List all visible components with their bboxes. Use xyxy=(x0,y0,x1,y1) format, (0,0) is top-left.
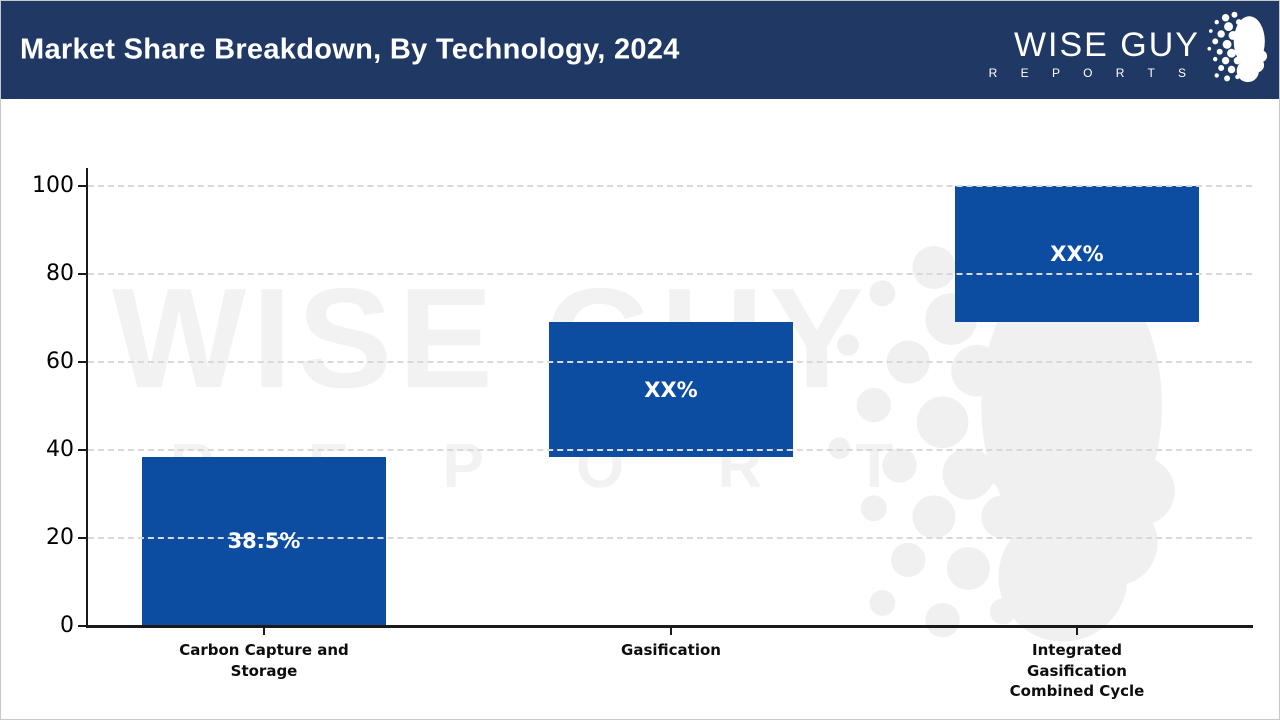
x-tick-mark xyxy=(263,626,265,635)
x-tick-mark xyxy=(670,626,672,635)
y-tick-label: 60 xyxy=(46,349,74,374)
wise-guy-logo: WISE GUY R E P O R T S xyxy=(989,4,1272,96)
x-tick-mark xyxy=(1076,626,1078,635)
y-tick-label: 100 xyxy=(32,173,74,198)
bar-gasification xyxy=(549,322,793,457)
y-tick-mark xyxy=(78,273,87,275)
header-bar: Market Share Breakdown, By Technology, 2… xyxy=(0,0,1280,99)
bar-value-label: 38.5% xyxy=(227,529,301,554)
y-tick-mark xyxy=(78,361,87,363)
gridline-80 xyxy=(88,273,1252,275)
x-category-label: Gasification xyxy=(621,641,721,659)
y-tick-mark xyxy=(78,537,87,539)
bar-carbon-capture-and-storage xyxy=(142,456,386,626)
bar-value-label: XX% xyxy=(1050,242,1104,267)
y-tick-label: 20 xyxy=(46,525,74,550)
gridline-20 xyxy=(88,537,1252,539)
gridline-100 xyxy=(88,185,1252,187)
gridline-60 xyxy=(88,361,1252,363)
y-tick-mark xyxy=(78,625,87,627)
y-axis-line xyxy=(86,168,88,628)
y-tick-label: 40 xyxy=(46,437,74,462)
y-tick-label: 80 xyxy=(46,261,74,286)
logo-name: WISE GUY xyxy=(1013,26,1200,64)
logo-head-icon xyxy=(1207,11,1268,83)
y-tick-mark xyxy=(78,449,87,451)
logo-tagline: R E P O R T S xyxy=(988,66,1196,80)
bar-value-label: XX% xyxy=(644,377,698,402)
gridline-40 xyxy=(88,449,1252,451)
page-title: Market Share Breakdown, By Technology, 2… xyxy=(20,33,680,65)
x-category-label: Carbon Capture and Storage xyxy=(179,641,349,680)
y-tick-label: 0 xyxy=(60,613,74,638)
x-category-label: Integrated Gasification Combined Cycle xyxy=(1009,641,1145,701)
y-tick-mark xyxy=(78,185,87,187)
x-axis-line xyxy=(86,625,1253,628)
